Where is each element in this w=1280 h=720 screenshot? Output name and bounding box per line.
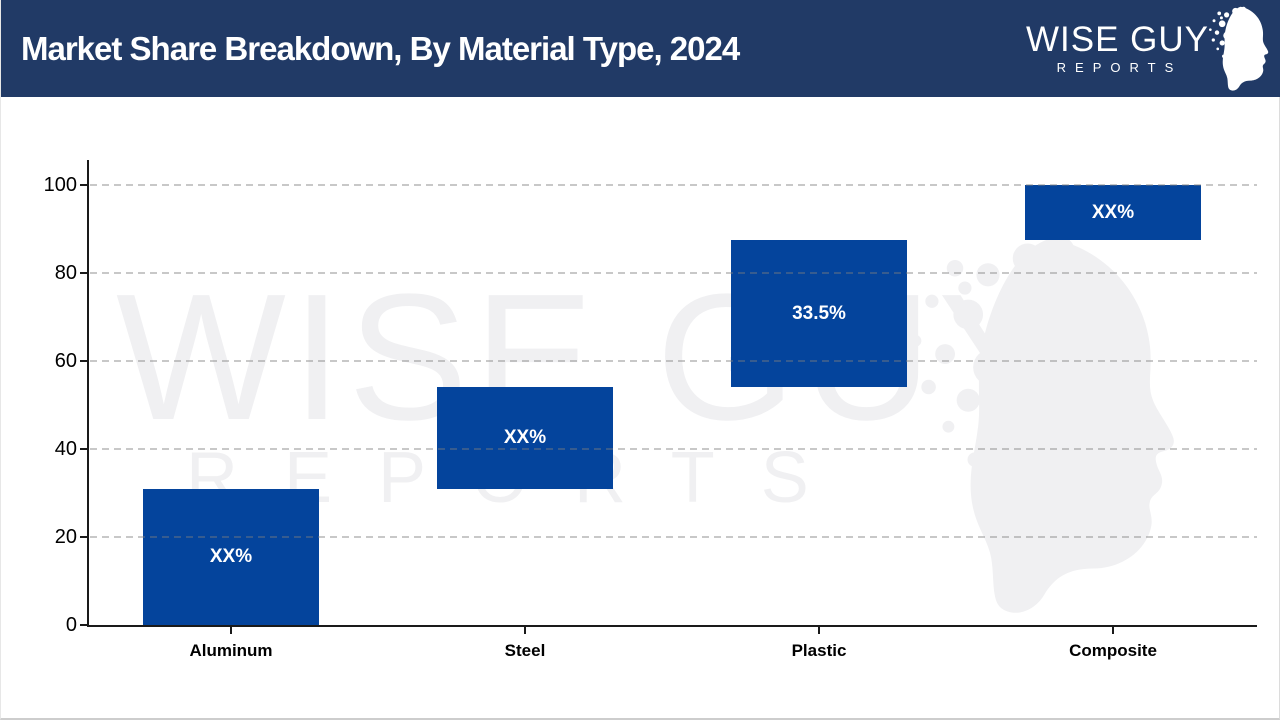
header-bar: Market Share Breakdown, By Material Type…: [1, 0, 1280, 97]
y-axis-line: [87, 160, 89, 626]
gridline-40: [90, 448, 1257, 450]
bar-value-label-aluminum: XX%: [209, 545, 253, 567]
y-tick-20: [80, 536, 88, 538]
x-label-plastic: Plastic: [791, 641, 847, 660]
gridline-60: [90, 360, 1257, 362]
wise-guy-reports-logo: WISE GUY REPORTS: [1026, 6, 1280, 91]
logo-name: WISE GUY: [1025, 20, 1209, 59]
gridline-80: [90, 272, 1257, 274]
x-tick-aluminum: [230, 627, 232, 634]
x-tick-steel: [524, 627, 526, 634]
x-label-aluminum: Aluminum: [189, 641, 273, 660]
x-axis-line: [87, 625, 1257, 627]
y-tick-label-100: 100: [43, 174, 77, 196]
y-tick-label-20: 20: [54, 526, 77, 548]
y-tick-60: [80, 360, 88, 362]
bar-composite: XX%: [1025, 185, 1201, 240]
y-tick-label-0: 0: [65, 614, 77, 636]
logo-text: WISE GUY REPORTS: [1026, 22, 1209, 75]
bar-value-label-composite: XX%: [1091, 201, 1135, 223]
y-tick-label-40: 40: [54, 438, 77, 460]
logo-subtitle: REPORTS: [1056, 60, 1183, 75]
gridline-100: [90, 184, 1257, 186]
x-tick-plastic: [818, 627, 820, 634]
y-tick-label-80: 80: [54, 262, 77, 284]
x-label-steel: Steel: [504, 641, 546, 660]
bar-value-label-plastic: 33.5%: [792, 302, 846, 324]
y-tick-40: [80, 448, 88, 450]
y-tick-100: [80, 184, 88, 186]
bar-steel: XX%: [437, 387, 613, 489]
y-tick-label-60: 60: [54, 350, 77, 372]
x-tick-composite: [1112, 627, 1114, 634]
bar-plastic: 33.5%: [731, 240, 907, 388]
gridline-20: [90, 536, 1257, 538]
y-tick-80: [80, 272, 88, 274]
bar-aluminum: XX%: [143, 488, 319, 625]
x-label-composite: Composite: [1069, 641, 1157, 660]
page-title: Market Share Breakdown, By Material Type…: [21, 29, 740, 67]
y-tick-0: [80, 624, 88, 626]
bar-value-label-steel: XX%: [503, 426, 547, 448]
